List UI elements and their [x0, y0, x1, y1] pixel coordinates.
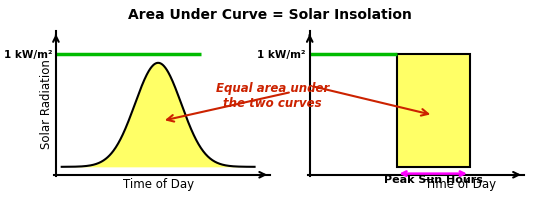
Text: Time of Day: Time of Day — [424, 177, 496, 190]
Y-axis label: Solar Radiation: Solar Radiation — [40, 59, 53, 149]
Text: 1 kW/m²: 1 kW/m² — [258, 50, 306, 59]
Text: 1 kW/m²: 1 kW/m² — [4, 50, 52, 59]
Bar — [396, 55, 470, 167]
Text: Area Under Curve = Solar Insolation: Area Under Curve = Solar Insolation — [128, 8, 412, 22]
Text: Time of Day: Time of Day — [123, 177, 194, 190]
Text: Peak Sun Hours: Peak Sun Hours — [384, 174, 483, 184]
Text: Equal area under
the two curves: Equal area under the two curves — [216, 82, 329, 110]
